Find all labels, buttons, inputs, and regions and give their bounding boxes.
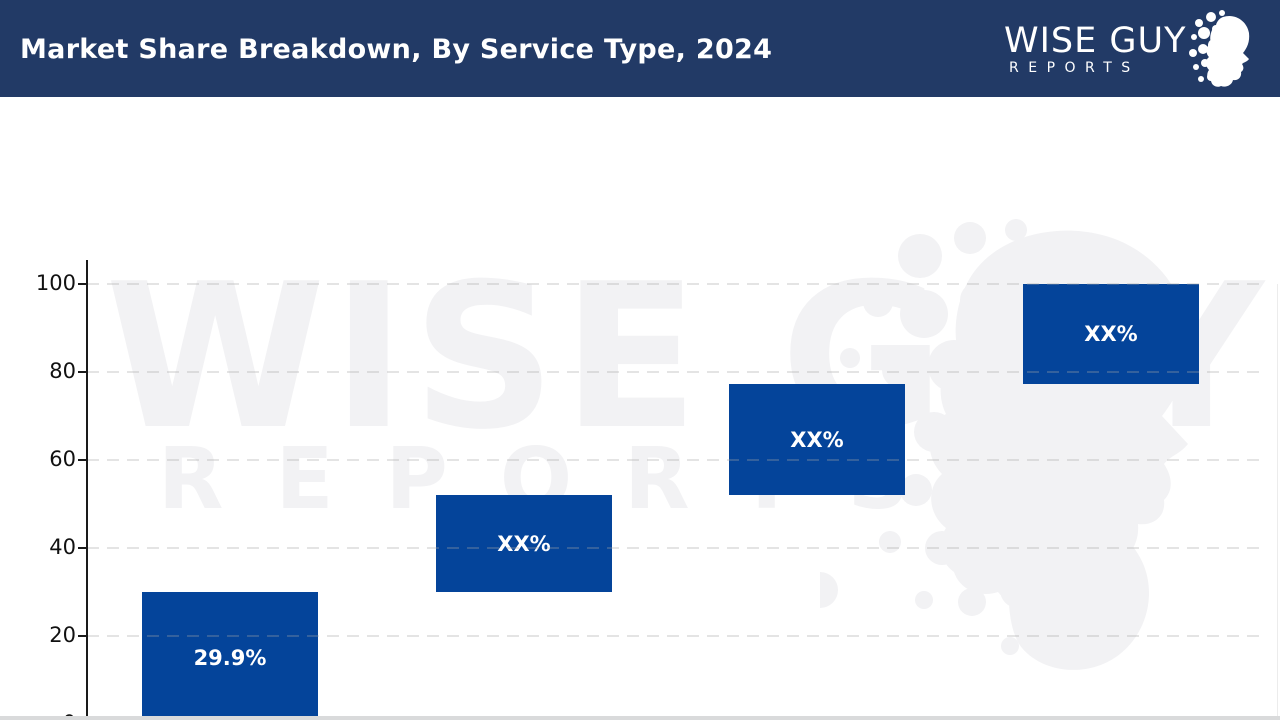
right-spine-line xyxy=(1277,284,1278,720)
waterfall-bar-1: 29.9% xyxy=(142,592,318,720)
y-tick-label-60: 60 xyxy=(49,447,76,471)
bar-value-label-1: 29.9% xyxy=(193,646,267,671)
gridline-20 xyxy=(87,635,1262,637)
plot-area: 29.9%XX%XX%XX% 020406080100 Implementati… xyxy=(0,97,1280,720)
gridline-100 xyxy=(87,283,1262,285)
header-bar: Market Share Breakdown, By Service Type,… xyxy=(0,0,1280,97)
wiseguy-logo-text: WISE GUY REPORTS xyxy=(1004,22,1187,76)
y-tick-mark-100 xyxy=(78,283,87,285)
wiseguy-face-logo-icon xyxy=(1188,10,1249,87)
y-tick-label-0: 0 xyxy=(26,711,76,720)
y-tick-label-40: 40 xyxy=(49,535,76,559)
bar-value-label-2: XX% xyxy=(497,531,551,556)
y-tick-mark-40 xyxy=(78,547,87,549)
waterfall-bar-3: XX% xyxy=(729,383,905,496)
y-tick-mark-20 xyxy=(78,635,87,637)
chart-title: Market Share Breakdown, By Service Type,… xyxy=(20,34,773,65)
gridline-40 xyxy=(87,547,1262,549)
y-tick-mark-60 xyxy=(78,459,87,461)
y-axis-line xyxy=(86,260,88,720)
logo-primary-text: WISE GUY xyxy=(1004,21,1187,61)
y-tick-mark-80 xyxy=(78,371,87,373)
y-tick-label-20: 20 xyxy=(49,623,76,647)
y-tick-label-80: 80 xyxy=(49,359,76,383)
logo-secondary-text: REPORTS xyxy=(1009,60,1140,76)
footer-strip xyxy=(0,716,1280,720)
bar-value-label-4: XX% xyxy=(1084,321,1138,346)
gridline-60 xyxy=(87,459,1262,461)
gridline-80 xyxy=(87,371,1262,373)
wiseguy-logo: WISE GUY REPORTS xyxy=(1004,8,1266,90)
bar-value-label-3: XX% xyxy=(790,427,844,452)
waterfall-bar-2: XX% xyxy=(436,495,612,593)
waterfall-bar-4: XX% xyxy=(1023,284,1199,384)
y-tick-label-100: 100 xyxy=(35,271,76,295)
